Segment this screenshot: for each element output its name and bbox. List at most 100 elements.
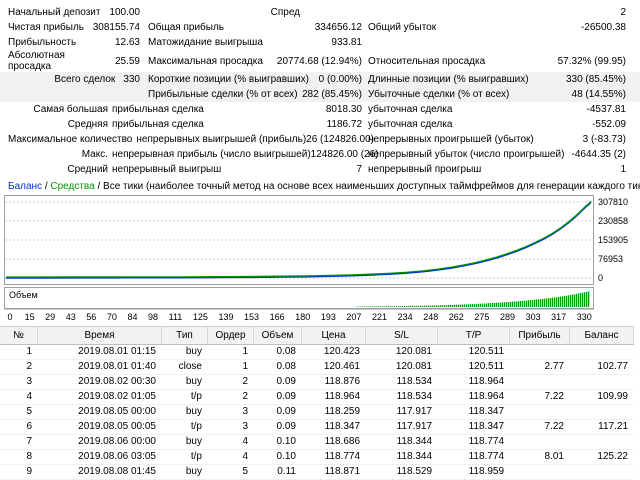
trade-cell-time: 2019.08.08 01:45: [78, 466, 156, 477]
x-axis-label: 15: [24, 312, 35, 322]
trade-cell-volume: 0.08: [276, 346, 296, 357]
stat-value: 282 (85.45%): [301, 89, 362, 100]
volume-pane[interactable]: Объем: [4, 287, 594, 309]
trade-cell-type: buy: [185, 406, 202, 417]
trade-cell-tp: 118.774: [468, 451, 504, 462]
trade-row[interactable]: 7 2019.08.06 00:00 buy 4 0.10 118.686 118.344 1…: [0, 435, 634, 450]
x-axis-label: 207: [346, 312, 362, 322]
column-header-order[interactable]: Ордер: [208, 327, 254, 344]
x-axis-label: 180: [295, 312, 311, 322]
trade-row[interactable]: 9 2019.08.08 01:45 buy 5 0.11 118.871 118.529 1…: [0, 465, 634, 480]
trade-row[interactable]: 4 2019.08.02 01:05 t/p 2 0.09 118.964 118.534 1…: [0, 390, 634, 405]
column-header-time[interactable]: Время: [38, 327, 162, 344]
trade-cell-tp: 118.964: [468, 391, 504, 402]
stat-label-prefix: Макс.: [81, 149, 108, 160]
stat-group: Убыточные сделки (% от всех) 48 (14.55%): [362, 89, 626, 100]
trade-cell-tp: 118.774: [468, 436, 504, 447]
trade-cell-time: 2019.08.05 00:05: [78, 421, 156, 432]
chart-title-part: Средства: [50, 181, 95, 192]
stat-group: Максимальное количество непрерывных выигр…: [8, 134, 374, 145]
column-header-tp[interactable]: T/P: [438, 327, 510, 344]
trade-cell-profit: [510, 405, 570, 419]
trade-cell-sl: 118.344: [396, 436, 432, 447]
balance-chart-plot[interactable]: [4, 195, 594, 285]
x-axis-label: 166: [269, 312, 285, 322]
trade-cell-type: t/p: [190, 391, 202, 402]
trade-cell-price: 120.423: [323, 346, 360, 357]
trade-row[interactable]: 1 2019.08.01 01:15 buy 1 0.08 120.423 120.081 1…: [0, 345, 634, 360]
column-header-balance[interactable]: Баланс: [570, 327, 634, 344]
trade-cell-tp: 118.964: [468, 376, 504, 387]
stats-row: Макс. непрерывная прибыль (число выигрыше…: [0, 147, 640, 162]
trade-cell-price: 118.964: [324, 391, 360, 402]
stat-label: непрерывная прибыль (число выигрышей): [112, 149, 311, 160]
stats-row: Самая большая прибыльная сделка 8018.30 убы…: [0, 102, 640, 117]
trade-cell-profit: 7.22: [544, 421, 564, 432]
trade-row[interactable]: 6 2019.08.05 00:05 t/p 3 0.09 118.347 117.917 1…: [0, 420, 634, 435]
stats-row: Чистая прибыль 308155.74 Общая прибыль 3346…: [0, 20, 640, 35]
x-axis-label: 56: [86, 312, 97, 322]
column-header-num[interactable]: №: [0, 327, 38, 344]
trades-table: № Время Тип Ордер Объем Цена S/L T/P Прибыль Бала…: [0, 326, 634, 480]
trade-cell-time: 2019.08.02 00:30: [78, 376, 156, 387]
stat-label: Общий убыток: [368, 22, 437, 33]
trade-cell-profit: [510, 465, 570, 479]
trade-cell-time: 2019.08.01 01:15: [78, 346, 156, 357]
column-header-profit[interactable]: Прибыль: [510, 327, 570, 344]
trade-cell-balance: 117.21: [598, 421, 628, 432]
stat-group: Средняя прибыльная сделка 1186.72: [8, 119, 362, 130]
trade-cell-tp: 120.511: [468, 361, 504, 372]
trade-cell-type: close: [178, 361, 202, 372]
stat-label: Короткие позиции (% выигравших): [148, 74, 309, 85]
stat-value: 3 (-83.73): [582, 134, 626, 145]
trade-cell-volume: 0.09: [276, 391, 296, 402]
column-header-type[interactable]: Тип: [162, 327, 208, 344]
chart-title-part: /: [42, 181, 51, 192]
trade-cell-balance: [570, 375, 634, 389]
x-axis-label: 221: [372, 312, 388, 322]
stats-row: Прибыльность 12.63 Матожидание выигрыша 933…: [0, 35, 640, 50]
trade-row[interactable]: 8 2019.08.06 03:05 t/p 4 0.10 118.774 118.344 1…: [0, 450, 634, 465]
stat-label-prefix: Средний: [67, 164, 108, 175]
trade-cell-type: buy: [185, 346, 202, 357]
x-axis-label: 153: [244, 312, 260, 322]
trade-row[interactable]: 3 2019.08.02 00:30 buy 2 0.09 118.876 118.534 1…: [0, 375, 634, 390]
x-axis-label: 330: [576, 312, 592, 322]
trade-cell-num: 3: [26, 376, 32, 387]
stat-value: 12.63: [114, 37, 140, 48]
trade-cell-balance: [570, 465, 634, 479]
stat-label: Начальный депозит: [8, 7, 101, 18]
stat-label: Относительная просадка: [368, 55, 486, 67]
chart-title-part: / Все тики (наиболее точный метод на осн…: [94, 181, 640, 192]
trade-cell-num: 2: [26, 361, 32, 372]
trade-cell-time: 2019.08.06 03:05: [78, 451, 156, 462]
stat-value: 933.81: [331, 37, 362, 48]
x-axis-label: 70: [106, 312, 117, 322]
stat-value: 20774.68 (12.94%): [276, 55, 362, 67]
trade-cell-sl: 117.917: [396, 406, 432, 417]
stats-row: Прибыльные сделки (% от всех) 282 (85.45%…: [0, 87, 640, 102]
column-header-price[interactable]: Цена: [302, 327, 366, 344]
trade-cell-type: buy: [185, 376, 202, 387]
stat-label-prefix: Самая большая: [33, 104, 108, 115]
trade-cell-sl: 120.081: [395, 361, 432, 372]
column-header-volume[interactable]: Объем: [254, 327, 302, 344]
stat-group: Макс. непрерывная прибыль (число выигрыше…: [8, 149, 379, 160]
x-axis: 0 15 29 43 56 70 84 98 111 125 139 153 166 180 193 207 2…: [4, 309, 594, 323]
stat-value: 1: [620, 164, 626, 175]
stat-value: Спред: [270, 7, 300, 18]
trade-cell-order: 5: [242, 466, 248, 477]
stat-label: убыточная сделка: [368, 119, 453, 130]
stat-label: Чистая прибыль: [8, 22, 84, 33]
trade-row[interactable]: 5 2019.08.05 00:00 buy 3 0.09 118.259 117.917 1…: [0, 405, 634, 420]
trade-cell-type: t/p: [190, 421, 202, 432]
stat-label: непрерывный выигрыш: [112, 164, 222, 175]
balance-chart-area: 307810 230858 153905 76953 0: [4, 195, 640, 285]
trade-cell-price: 118.347: [324, 421, 360, 432]
trade-row[interactable]: 2 2019.08.01 01:40 close 1 0.08 120.461 120.08…: [0, 360, 634, 375]
stat-group: Всего сделок 330: [8, 74, 140, 85]
stat-label: [140, 7, 148, 18]
trade-cell-order: 1: [242, 361, 248, 372]
x-axis-label: 98: [148, 312, 159, 322]
column-header-sl[interactable]: S/L: [366, 327, 438, 344]
